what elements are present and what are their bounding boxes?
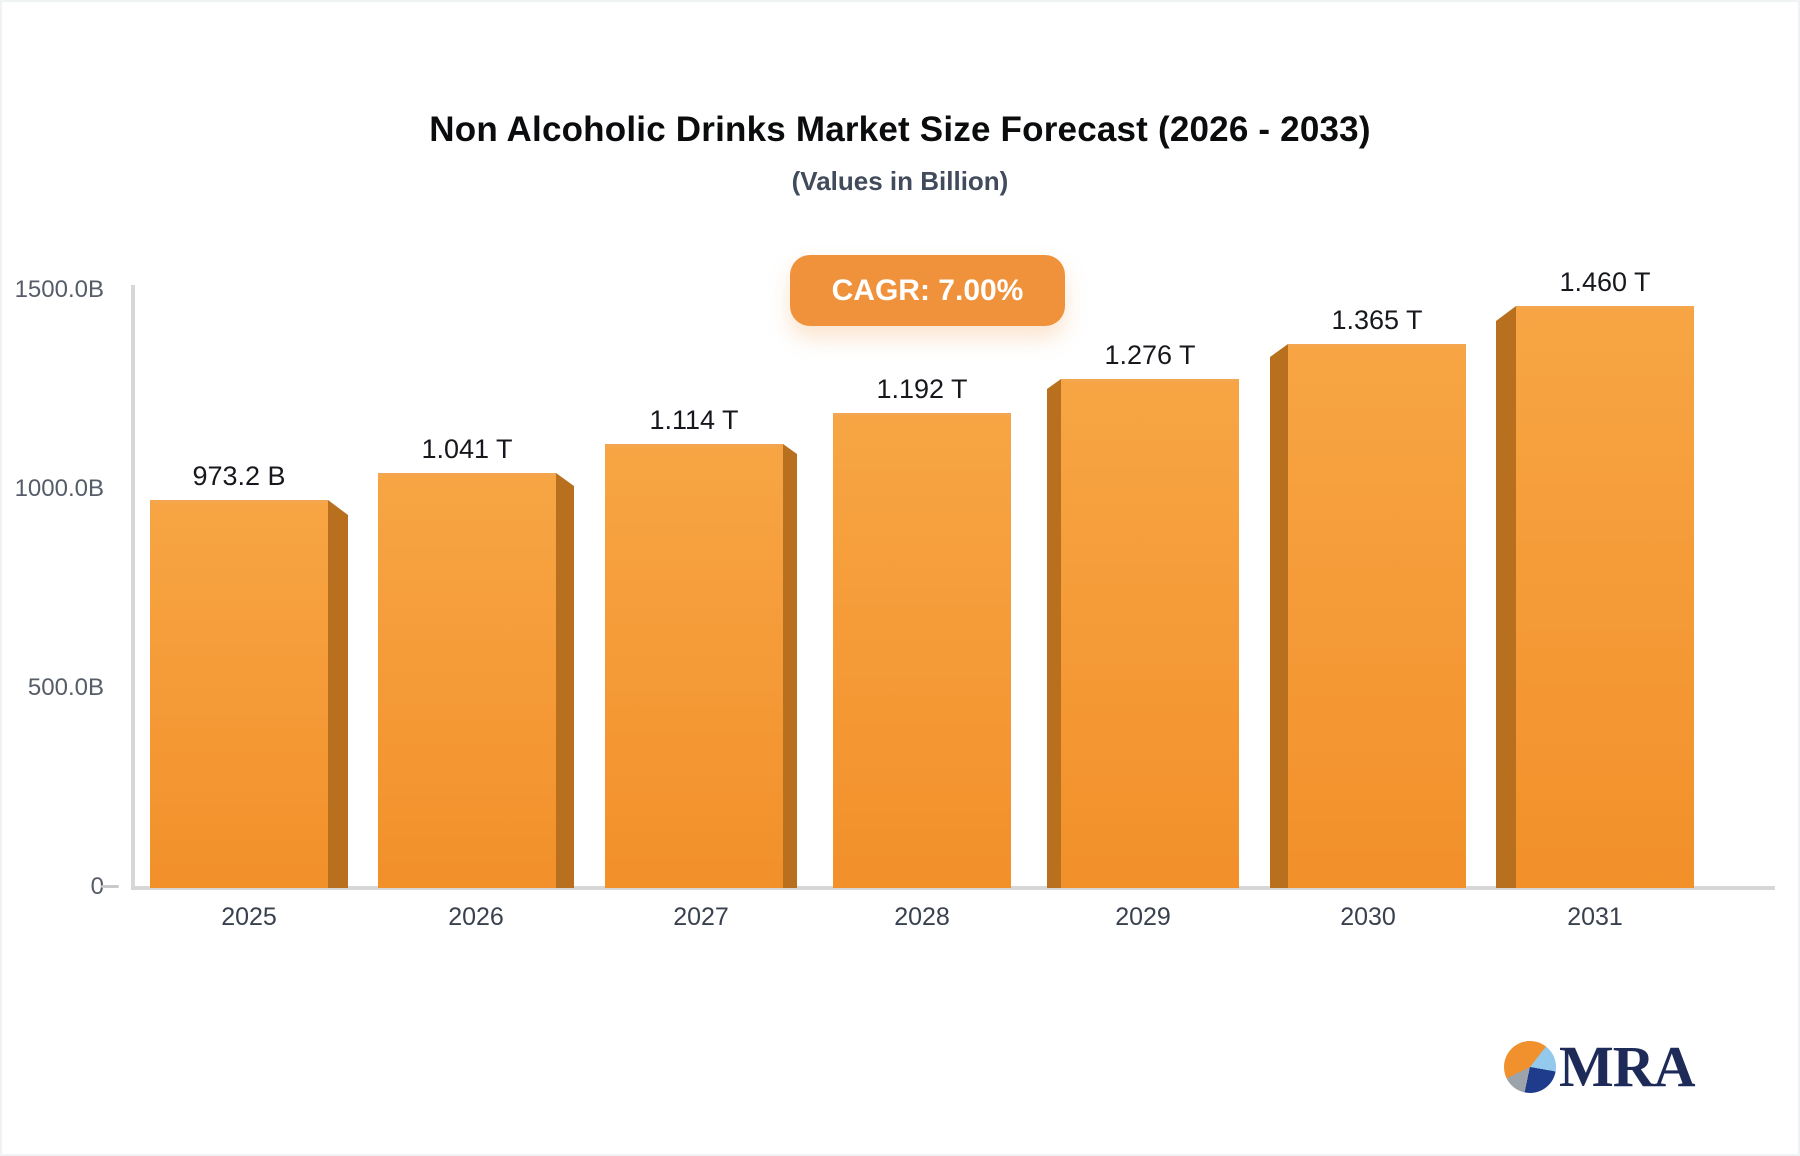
- x-tick-label: 2027: [673, 903, 729, 931]
- bar-value-label: 1.365 T: [1331, 305, 1423, 335]
- y-tick-label: 1000.0B: [14, 475, 104, 502]
- x-tick-label: 2030: [1340, 903, 1396, 931]
- pie-chart-icon: [1504, 1041, 1556, 1093]
- bar-value-label: 1.276 T: [1104, 340, 1196, 370]
- bar: [833, 413, 1011, 888]
- bar: [378, 473, 556, 888]
- bar-value-label: 1.460 T: [1559, 267, 1651, 297]
- bar-value-label: 1.192 T: [876, 374, 968, 404]
- mra-logo: MRA: [1504, 1034, 1696, 1099]
- y-tick-label: 500.0B: [27, 674, 104, 701]
- x-tick-label: 2031: [1567, 903, 1623, 931]
- bar: [605, 444, 783, 888]
- bar: [1061, 379, 1239, 888]
- bar: [150, 500, 328, 888]
- bar: [1288, 344, 1466, 888]
- logo-text: MRA: [1559, 1034, 1696, 1099]
- bar-side-shade: [1496, 306, 1516, 888]
- zero-tick-mark: [101, 885, 119, 888]
- x-tick-label: 2025: [221, 903, 277, 931]
- chart-title: Non Alcoholic Drinks Market Size Forecas…: [429, 110, 1371, 149]
- y-axis-line: [131, 285, 135, 890]
- bar-value-label: 973.2 B: [192, 461, 286, 491]
- x-tick-label: 2026: [448, 903, 504, 931]
- cagr-badge: CAGR: 7.00%: [790, 255, 1065, 326]
- x-tick-label: 2029: [1115, 903, 1171, 931]
- x-axis-line: [131, 886, 1775, 890]
- bar-side-shade: [1270, 344, 1288, 888]
- bar: [1516, 306, 1694, 888]
- chart-subtitle: (Values in Billion): [791, 166, 1009, 196]
- bar-value-label: 1.114 T: [649, 405, 739, 435]
- bar-value-label: 1.041 T: [421, 434, 513, 464]
- bar-side-shade: [1047, 379, 1061, 888]
- y-tick-label: 0: [90, 873, 104, 900]
- y-tick-label: 1500.0B: [14, 276, 104, 303]
- x-tick-label: 2028: [894, 903, 950, 931]
- bar-side-shade: [783, 444, 797, 888]
- bar-side-shade: [328, 500, 348, 888]
- bar-side-shade: [556, 473, 574, 888]
